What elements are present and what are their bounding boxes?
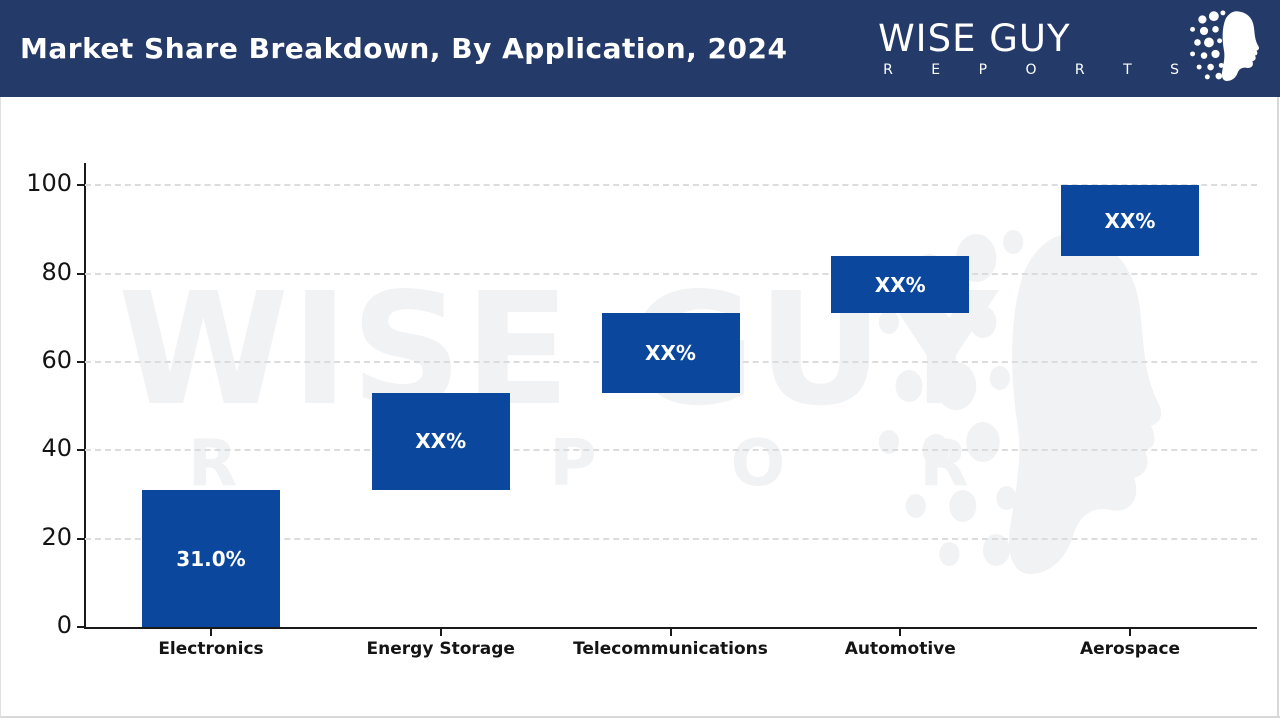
header-bar: Market Share Breakdown, By Application, … [0,0,1280,97]
y-tick-label: 40 [41,434,72,463]
y-tick-label: 80 [41,257,72,286]
gridline-100 [85,184,1257,187]
bar-value-label: XX% [1104,208,1156,233]
wise-guy-logo: WISE GUY R E P O R T S [878,6,1270,92]
y-tick-mark [77,537,84,540]
bar-energy-storage: XX% [371,392,510,491]
logo-name: WISE GUY [878,17,1071,61]
bar-telecommunications: XX% [601,313,740,393]
gridline-20 [85,537,1257,540]
figure-border-left [0,97,1,718]
bar-value-label: XX% [874,272,926,297]
y-tick-mark [77,184,84,187]
x-tick-mark [210,629,212,636]
logo-subtitle: R E P O R T S [883,61,1196,78]
y-tick-mark [77,272,84,275]
figure-border-right [1277,97,1279,718]
figure-border-bottom [0,716,1280,718]
face-profile-icon [1190,10,1260,81]
gridline-80 [85,272,1257,275]
y-tick-label: 20 [41,522,72,551]
bar-value-label: 31.0% [176,546,246,571]
y-tick-mark [77,626,84,628]
gridline-40 [85,449,1257,452]
y-tick-label: 100 [26,169,72,198]
x-axis-label-telecommunications: Telecommunications [573,639,768,659]
y-tick-mark [77,449,84,452]
bar-automotive: XX% [831,255,970,314]
bar-electronics: 31.0% [142,490,280,627]
x-tick-mark [899,629,902,636]
x-axis-label-aerospace: Aerospace [1079,639,1181,659]
y-axis-line [84,163,86,629]
x-axis-label-automotive: Automotive [844,639,956,659]
x-axis-line [84,627,1257,629]
x-axis-label-energy-storage: Energy Storage [366,639,515,659]
x-tick-mark [669,629,672,636]
bar-value-label: XX% [645,341,696,366]
x-tick-mark [1129,629,1131,636]
bar-aerospace: XX% [1061,185,1199,256]
y-tick-mark [77,360,84,363]
x-tick-mark [439,629,442,636]
chart-title: Market Share Breakdown, By Application, … [20,32,788,65]
bar-value-label: XX% [415,429,467,454]
x-axis-label-electronics: Electronics [158,639,264,659]
logo-text: WISE GUY R E P O R T S [878,17,1196,78]
y-tick-label: 0 [56,611,72,639]
y-tick-label: 60 [41,345,72,374]
